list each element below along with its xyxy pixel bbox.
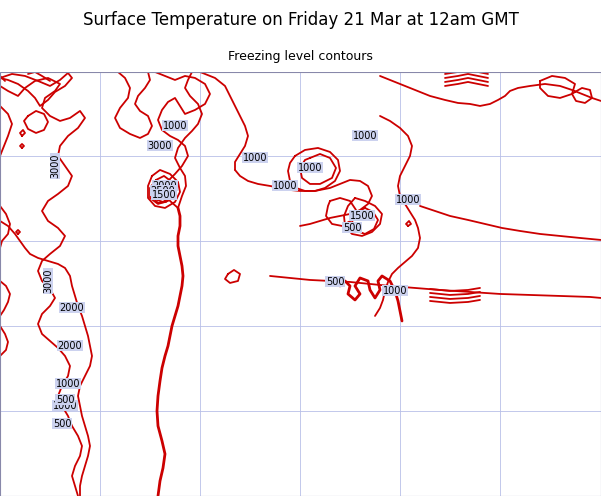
Text: 500: 500 (343, 223, 361, 233)
Text: 2500: 2500 (151, 186, 175, 196)
Text: 1000: 1000 (395, 195, 420, 205)
Text: 1500: 1500 (151, 190, 176, 200)
Text: 1000: 1000 (53, 401, 78, 411)
Text: Freezing level contours: Freezing level contours (228, 50, 373, 62)
Text: 500: 500 (326, 277, 344, 287)
Text: 3000: 3000 (43, 269, 53, 293)
Text: 1500: 1500 (350, 211, 374, 221)
Text: 2000: 2000 (59, 303, 84, 313)
Text: 1000: 1000 (243, 153, 267, 163)
Text: 500: 500 (56, 395, 75, 405)
Text: 1000: 1000 (273, 181, 297, 191)
Text: 1000: 1000 (383, 286, 407, 296)
Text: 500: 500 (53, 419, 72, 429)
Text: 2000: 2000 (58, 341, 82, 351)
Text: 2000: 2000 (153, 181, 177, 191)
Text: 1000: 1000 (56, 379, 81, 389)
Text: 3000: 3000 (50, 154, 60, 178)
Text: 1000: 1000 (353, 131, 377, 141)
Text: 1000: 1000 (297, 163, 322, 173)
Text: 1000: 1000 (163, 121, 188, 131)
Text: Surface Temperature on Friday 21 Mar at 12am GMT: Surface Temperature on Friday 21 Mar at … (82, 11, 519, 29)
Text: 3000: 3000 (148, 141, 172, 151)
